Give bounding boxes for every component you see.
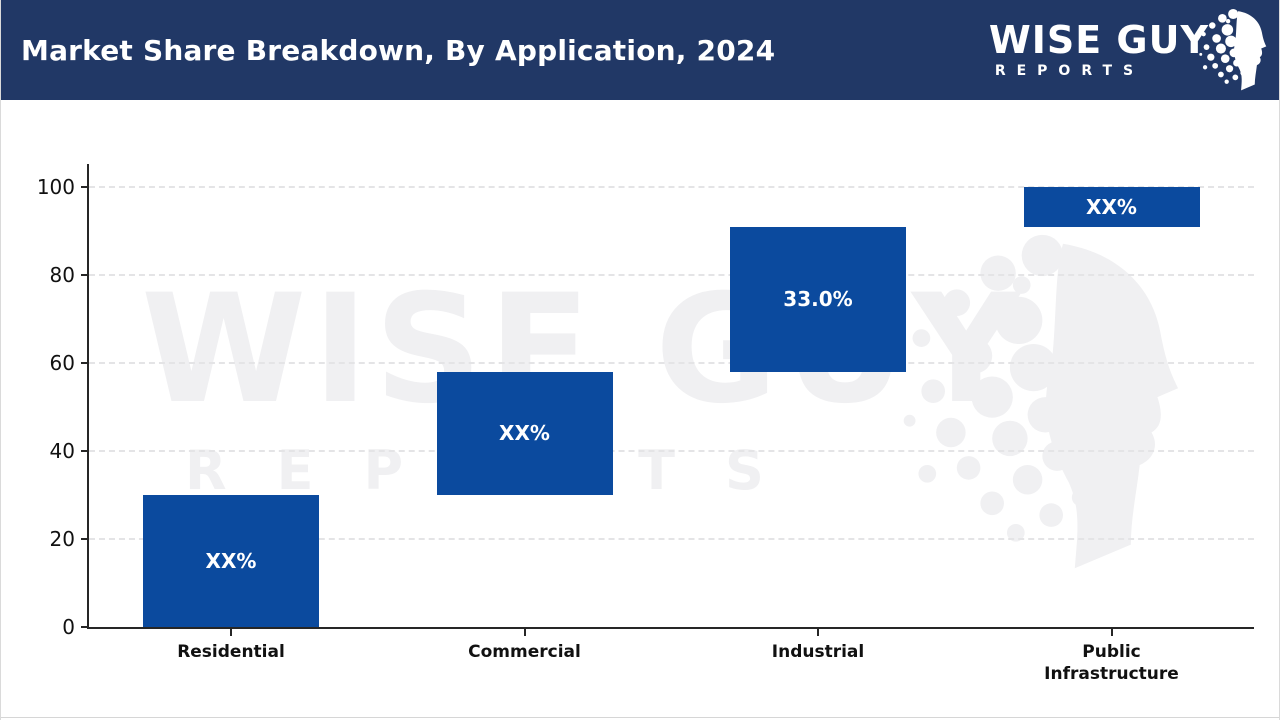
logo-wordmark-sub: REPORTS <box>994 63 1145 79</box>
y-tick-label: 80 <box>49 263 75 287</box>
x-category-label: Commercial <box>468 642 581 662</box>
y-tick-label: 0 <box>62 615 75 639</box>
x-tick <box>817 629 819 636</box>
grid-line <box>89 450 1254 452</box>
bar-value-label: XX% <box>205 549 257 573</box>
bar: XX% <box>143 495 319 627</box>
y-tick-label: 60 <box>49 351 75 375</box>
y-axis-line <box>87 164 89 629</box>
y-tick-label: 20 <box>49 527 75 551</box>
bar: XX% <box>1023 187 1200 227</box>
y-tick-label: 100 <box>36 175 75 199</box>
logo-wordmark: WISE GUY REPORTS <box>989 21 1209 79</box>
bar: 33.0% <box>730 226 906 372</box>
x-tick <box>230 629 232 636</box>
grid-line <box>89 274 1254 276</box>
page-title: Market Share Breakdown, By Application, … <box>21 33 776 67</box>
y-tick-label: 40 <box>49 439 75 463</box>
frame-bottom-border <box>1 717 1279 718</box>
bar: XX% <box>436 371 613 495</box>
x-category-label: Public Infrastructure <box>1044 642 1179 685</box>
grid-line <box>89 538 1254 540</box>
y-tick <box>81 450 89 452</box>
grid-line <box>89 362 1254 364</box>
x-tick <box>1110 629 1113 636</box>
y-tick <box>81 626 89 628</box>
x-category-label: Industrial <box>771 642 865 662</box>
grid-line <box>89 186 1254 188</box>
x-tick <box>523 629 526 636</box>
logo-wordmark-main: WISE GUY <box>988 18 1209 62</box>
y-tick <box>81 362 89 364</box>
y-tick <box>81 186 89 188</box>
bar-value-label: XX% <box>499 421 550 446</box>
bar-value-label: XX% <box>1086 194 1137 219</box>
wiseguy-logo: WISE GUY REPORTS <box>989 7 1267 93</box>
y-tick <box>81 274 89 276</box>
header: Market Share Breakdown, By Application, … <box>1 0 1279 100</box>
y-tick <box>81 538 89 540</box>
x-axis-line <box>87 627 1254 629</box>
bar-value-label: 33.0% <box>783 287 853 312</box>
x-category-label: Residential <box>177 642 285 662</box>
